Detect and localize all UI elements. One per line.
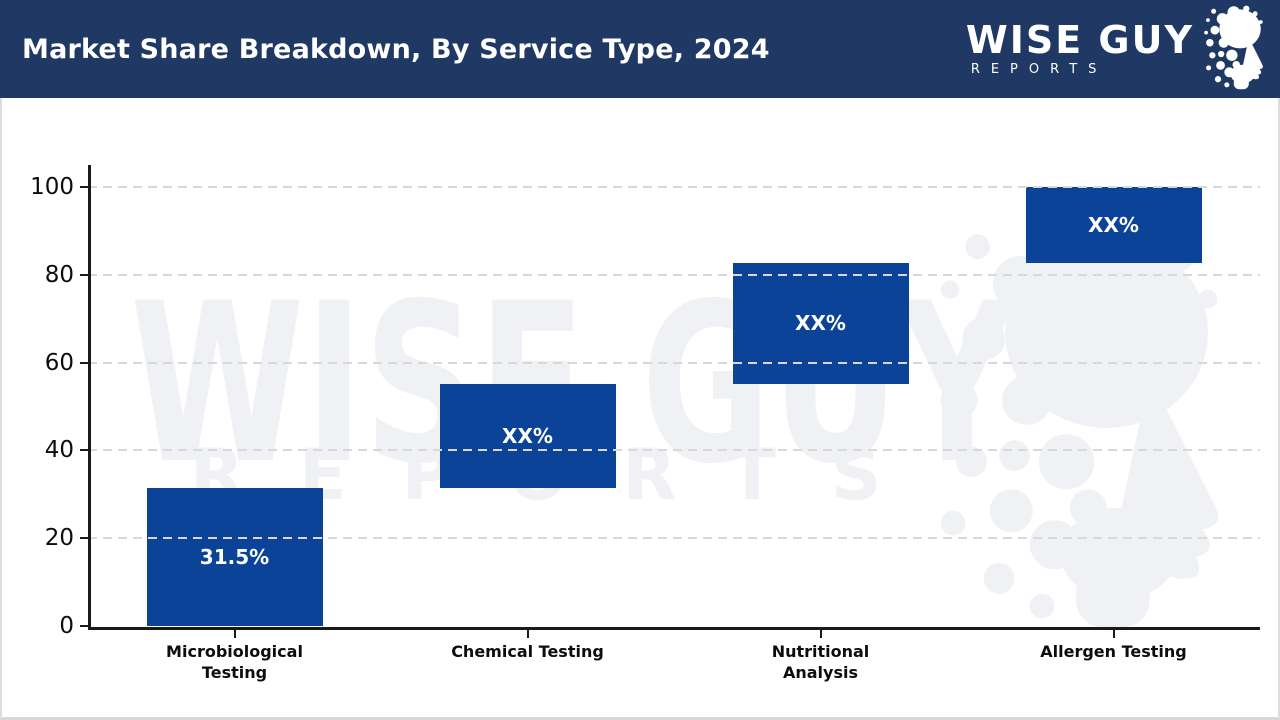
gridline-60 xyxy=(88,361,1260,364)
y-tick-label: 40 xyxy=(44,437,74,464)
header-bar: Market Share Breakdown, By Service Type,… xyxy=(0,0,1280,98)
brand-subtitle: REPORTS xyxy=(970,62,1108,77)
brand-wordmark: WISE GUY REPORTS xyxy=(966,21,1194,77)
bar-value-label: 31.5% xyxy=(199,544,270,569)
x-category-label-nutritional-analysis: Nutritional Analysis xyxy=(711,642,931,684)
x-category-label-microbiological-testing: Microbiological Testing xyxy=(125,642,345,684)
bar-value-label: XX% xyxy=(502,423,553,448)
x-category-label-line: Testing xyxy=(201,662,268,682)
x-category-label-chemical-testing: Chemical Testing xyxy=(418,642,638,663)
y-tick-mark xyxy=(80,537,88,540)
bar-microbiological-testing xyxy=(146,487,323,626)
x-category-label-line: Microbiological xyxy=(166,642,303,661)
bar-value-label: XX% xyxy=(1088,212,1139,237)
x-tick-mark xyxy=(1112,630,1115,638)
bar-chemical-testing xyxy=(439,383,616,488)
y-tick-mark xyxy=(80,273,88,276)
brand-name: WISE GUY xyxy=(965,18,1194,62)
x-axis-line xyxy=(88,627,1260,630)
x-tick-mark xyxy=(526,630,529,638)
y-tick-label: 60 xyxy=(44,349,74,376)
x-tick-mark xyxy=(819,630,822,638)
y-tick-label: 0 xyxy=(59,613,74,639)
y-tick-mark xyxy=(80,361,88,364)
x-category-label-line: Nutritional xyxy=(771,642,870,661)
y-tick-label: 80 xyxy=(44,261,74,288)
gridline-40 xyxy=(88,449,1260,452)
brand-head-icon xyxy=(1204,5,1263,90)
page-title: Market Share Breakdown, By Service Type,… xyxy=(22,33,770,65)
x-category-label-line: Allergen Testing xyxy=(1040,642,1187,661)
waterfall-chart: WISE GUY REPORTS 31.5%XX%XX%XX% xyxy=(2,98,1280,717)
y-tick-mark xyxy=(80,449,88,452)
y-tick-label: 100 xyxy=(30,174,74,200)
bar-allergen-testing xyxy=(1025,187,1202,263)
x-category-label-line: Analysis xyxy=(782,662,858,682)
y-tick-mark xyxy=(80,186,88,188)
x-category-label-line: Chemical Testing xyxy=(451,642,604,661)
bar-value-label: XX% xyxy=(795,311,846,336)
brand-logo: WISE GUY REPORTS xyxy=(966,5,1280,93)
y-tick-mark xyxy=(80,625,88,627)
gridline-20 xyxy=(88,537,1260,540)
x-tick-mark xyxy=(233,630,236,638)
y-axis-line xyxy=(88,165,91,630)
gridline-100 xyxy=(88,186,1260,188)
y-tick-label: 20 xyxy=(44,525,74,552)
x-category-label-allergen-testing: Allergen Testing xyxy=(1004,642,1224,663)
gridline-80 xyxy=(88,273,1260,276)
